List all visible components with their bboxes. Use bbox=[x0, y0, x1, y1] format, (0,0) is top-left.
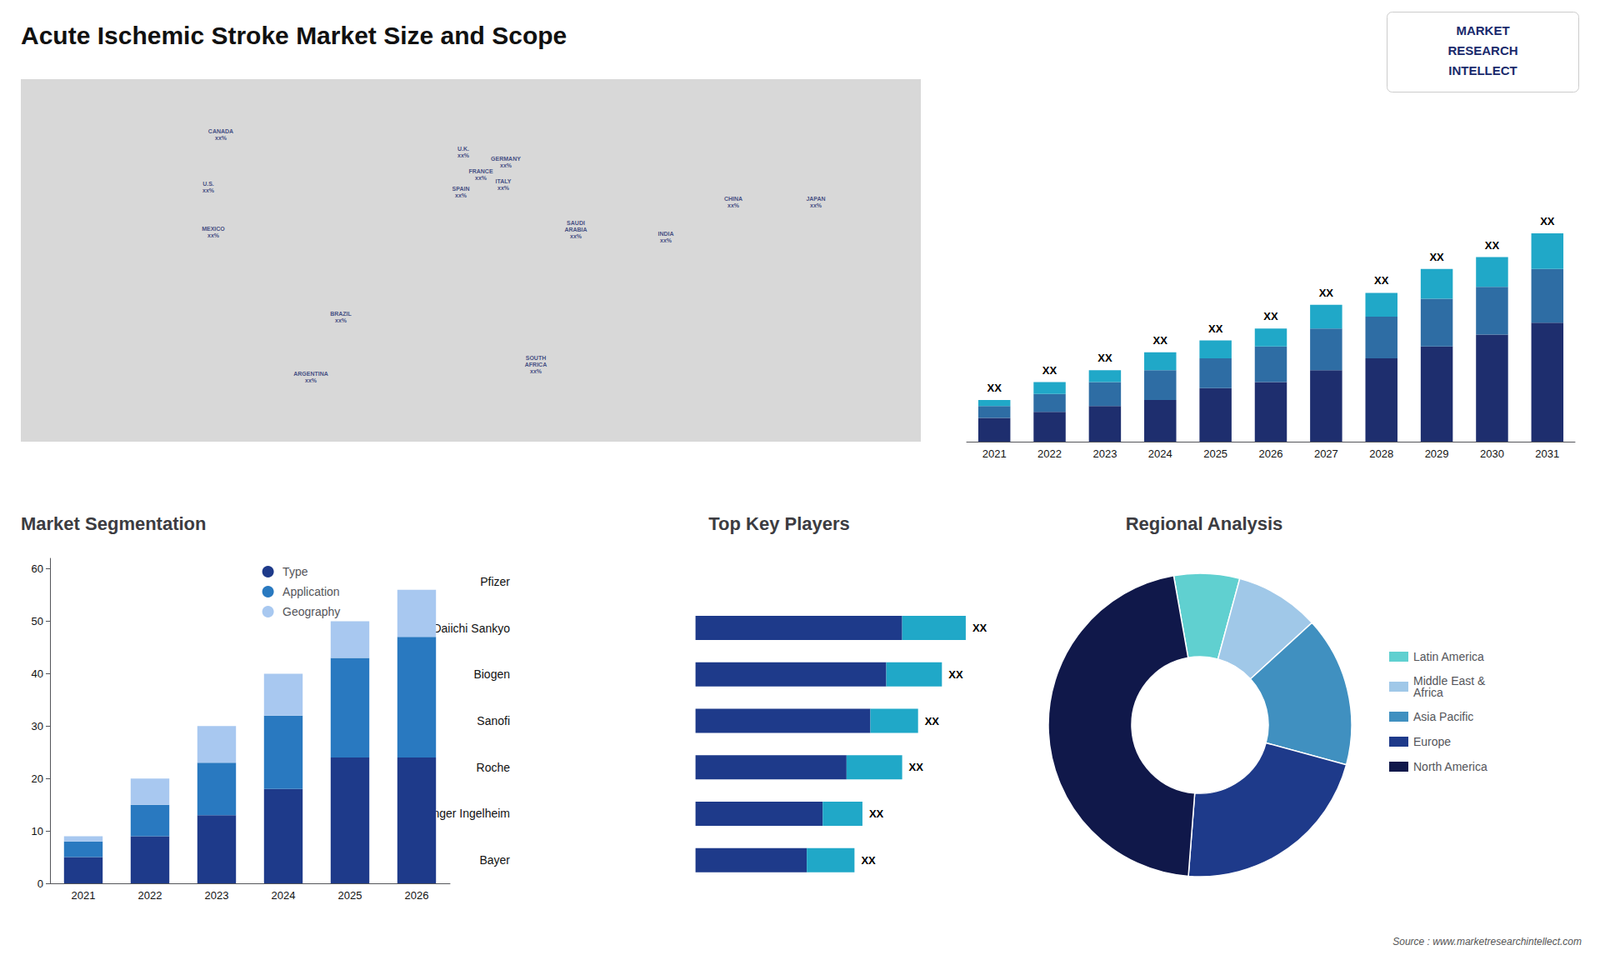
svg-text:U.K.: U.K. bbox=[457, 145, 470, 152]
svg-text:JAPAN: JAPAN bbox=[805, 195, 825, 202]
svg-text:10: 10 bbox=[31, 825, 44, 838]
svg-text:XX: XX bbox=[1485, 239, 1500, 252]
svg-text:SOUTH: SOUTH bbox=[525, 355, 547, 361]
svg-text:Roche: Roche bbox=[476, 760, 511, 775]
svg-text:2024: 2024 bbox=[271, 889, 296, 902]
svg-text:Geography: Geography bbox=[282, 605, 340, 619]
svg-text:xx%: xx% bbox=[457, 152, 470, 159]
svg-text:20: 20 bbox=[31, 772, 44, 785]
svg-text:Application: Application bbox=[282, 585, 340, 599]
svg-text:Asia Pacific: Asia Pacific bbox=[1413, 710, 1474, 724]
svg-text:XX: XX bbox=[1540, 215, 1555, 228]
svg-text:XX: XX bbox=[860, 854, 876, 867]
svg-text:xx%: xx% bbox=[497, 185, 510, 191]
svg-text:Daiichi Sankyo: Daiichi Sankyo bbox=[432, 621, 510, 635]
svg-text:Acute Ischemic Stroke Market S: Acute Ischemic Stroke Market Size and Sc… bbox=[20, 21, 567, 50]
svg-text:GERMANY: GERMANY bbox=[490, 155, 521, 162]
svg-text:MARKET: MARKET bbox=[1455, 23, 1510, 38]
svg-text:FRANCE: FRANCE bbox=[468, 168, 493, 175]
svg-text:SAUDI: SAUDI bbox=[566, 220, 585, 226]
svg-text:2027: 2027 bbox=[1314, 447, 1339, 460]
svg-text:Bayer: Bayer bbox=[479, 853, 510, 867]
svg-text:Sanofi: Sanofi bbox=[476, 714, 510, 728]
svg-text:RESEARCH: RESEARCH bbox=[1447, 43, 1518, 58]
svg-text:XX: XX bbox=[1429, 250, 1445, 264]
svg-text:XX: XX bbox=[1208, 322, 1224, 335]
svg-text:Pfizer: Pfizer bbox=[480, 575, 510, 589]
svg-text:2021: 2021 bbox=[71, 889, 96, 902]
svg-text:2024: 2024 bbox=[1148, 447, 1173, 460]
svg-text:xx%: xx% bbox=[335, 317, 348, 324]
svg-text:2026: 2026 bbox=[1259, 447, 1284, 460]
svg-text:XX: XX bbox=[1097, 351, 1113, 365]
svg-text:XX: XX bbox=[972, 621, 988, 635]
svg-text:xx%: xx% bbox=[305, 377, 318, 384]
svg-text:Type: Type bbox=[282, 565, 309, 579]
svg-text:XX: XX bbox=[948, 668, 964, 681]
svg-text:xx%: xx% bbox=[530, 368, 543, 375]
svg-text:CHINA: CHINA bbox=[724, 195, 743, 202]
svg-text:2028: 2028 bbox=[1369, 447, 1394, 460]
svg-text:2022: 2022 bbox=[1037, 447, 1062, 460]
svg-text:Source : www.marketresearchint: Source : www.marketresearchintellect.com bbox=[1392, 935, 1582, 948]
svg-text:ARABIA: ARABIA bbox=[564, 226, 587, 233]
svg-text:CANADA: CANADA bbox=[208, 128, 234, 135]
svg-text:XX: XX bbox=[987, 381, 1003, 395]
svg-text:2030: 2030 bbox=[1480, 447, 1505, 460]
svg-text:Boehringer Ingelheim: Boehringer Ingelheim bbox=[399, 807, 510, 821]
svg-text:40: 40 bbox=[31, 667, 44, 680]
svg-text:XX: XX bbox=[1374, 274, 1390, 287]
svg-text:2021: 2021 bbox=[982, 447, 1007, 460]
svg-text:AFRICA: AFRICA bbox=[525, 361, 547, 368]
svg-text:BRAZIL: BRAZIL bbox=[330, 310, 352, 317]
svg-text:Top Key Players: Top Key Players bbox=[708, 513, 850, 535]
svg-text:60: 60 bbox=[31, 562, 44, 575]
svg-text:INDIA: INDIA bbox=[657, 230, 674, 237]
svg-text:50: 50 bbox=[31, 615, 44, 628]
svg-text:xx%: xx% bbox=[660, 237, 673, 244]
svg-text:ARGENTINA: ARGENTINA bbox=[293, 370, 329, 377]
svg-text:2026: 2026 bbox=[405, 889, 430, 902]
svg-text:2025: 2025 bbox=[1203, 447, 1228, 460]
svg-text:30: 30 bbox=[31, 720, 44, 733]
svg-text:Market Segmentation: Market Segmentation bbox=[20, 513, 207, 535]
svg-text:xx%: xx% bbox=[570, 233, 583, 240]
svg-text:2022: 2022 bbox=[138, 889, 163, 902]
svg-text:xx%: xx% bbox=[727, 202, 740, 209]
svg-text:XX: XX bbox=[1153, 334, 1169, 347]
svg-text:North America: North America bbox=[1413, 760, 1488, 774]
svg-text:2029: 2029 bbox=[1425, 447, 1450, 460]
svg-text:xx%: xx% bbox=[215, 135, 228, 141]
svg-text:Europe: Europe bbox=[1413, 735, 1451, 749]
svg-text:Biogen: Biogen bbox=[473, 667, 510, 681]
svg-text:MEXICO: MEXICO bbox=[201, 225, 225, 232]
svg-text:Regional Analysis: Regional Analysis bbox=[1125, 513, 1284, 535]
svg-text:INTELLECT: INTELLECT bbox=[1448, 63, 1518, 78]
svg-text:2031: 2031 bbox=[1535, 447, 1560, 460]
svg-text:XX: XX bbox=[1319, 286, 1335, 300]
svg-text:xx%: xx% bbox=[475, 175, 488, 181]
svg-text:xx%: xx% bbox=[202, 187, 215, 194]
svg-text:XX: XX bbox=[909, 760, 925, 774]
svg-text:SPAIN: SPAIN bbox=[452, 185, 470, 192]
svg-text:0: 0 bbox=[37, 877, 44, 890]
svg-text:XX: XX bbox=[1263, 310, 1279, 323]
svg-text:xx%: xx% bbox=[455, 192, 468, 199]
svg-text:Middle East &: Middle East & bbox=[1413, 674, 1486, 688]
svg-text:XX: XX bbox=[1042, 364, 1058, 377]
svg-text:2025: 2025 bbox=[338, 889, 363, 902]
svg-text:xx%: xx% bbox=[810, 202, 823, 209]
svg-text:XX: XX bbox=[869, 807, 885, 820]
svg-text:xx%: xx% bbox=[500, 162, 513, 169]
svg-text:ITALY: ITALY bbox=[495, 178, 511, 185]
svg-text:2023: 2023 bbox=[1092, 447, 1117, 460]
svg-text:2023: 2023 bbox=[205, 889, 230, 902]
svg-text:xx%: xx% bbox=[207, 232, 220, 239]
svg-text:U.S.: U.S. bbox=[202, 180, 215, 187]
svg-text:Africa: Africa bbox=[1413, 685, 1444, 700]
svg-text:XX: XX bbox=[925, 715, 940, 728]
svg-text:Latin America: Latin America bbox=[1413, 650, 1485, 664]
